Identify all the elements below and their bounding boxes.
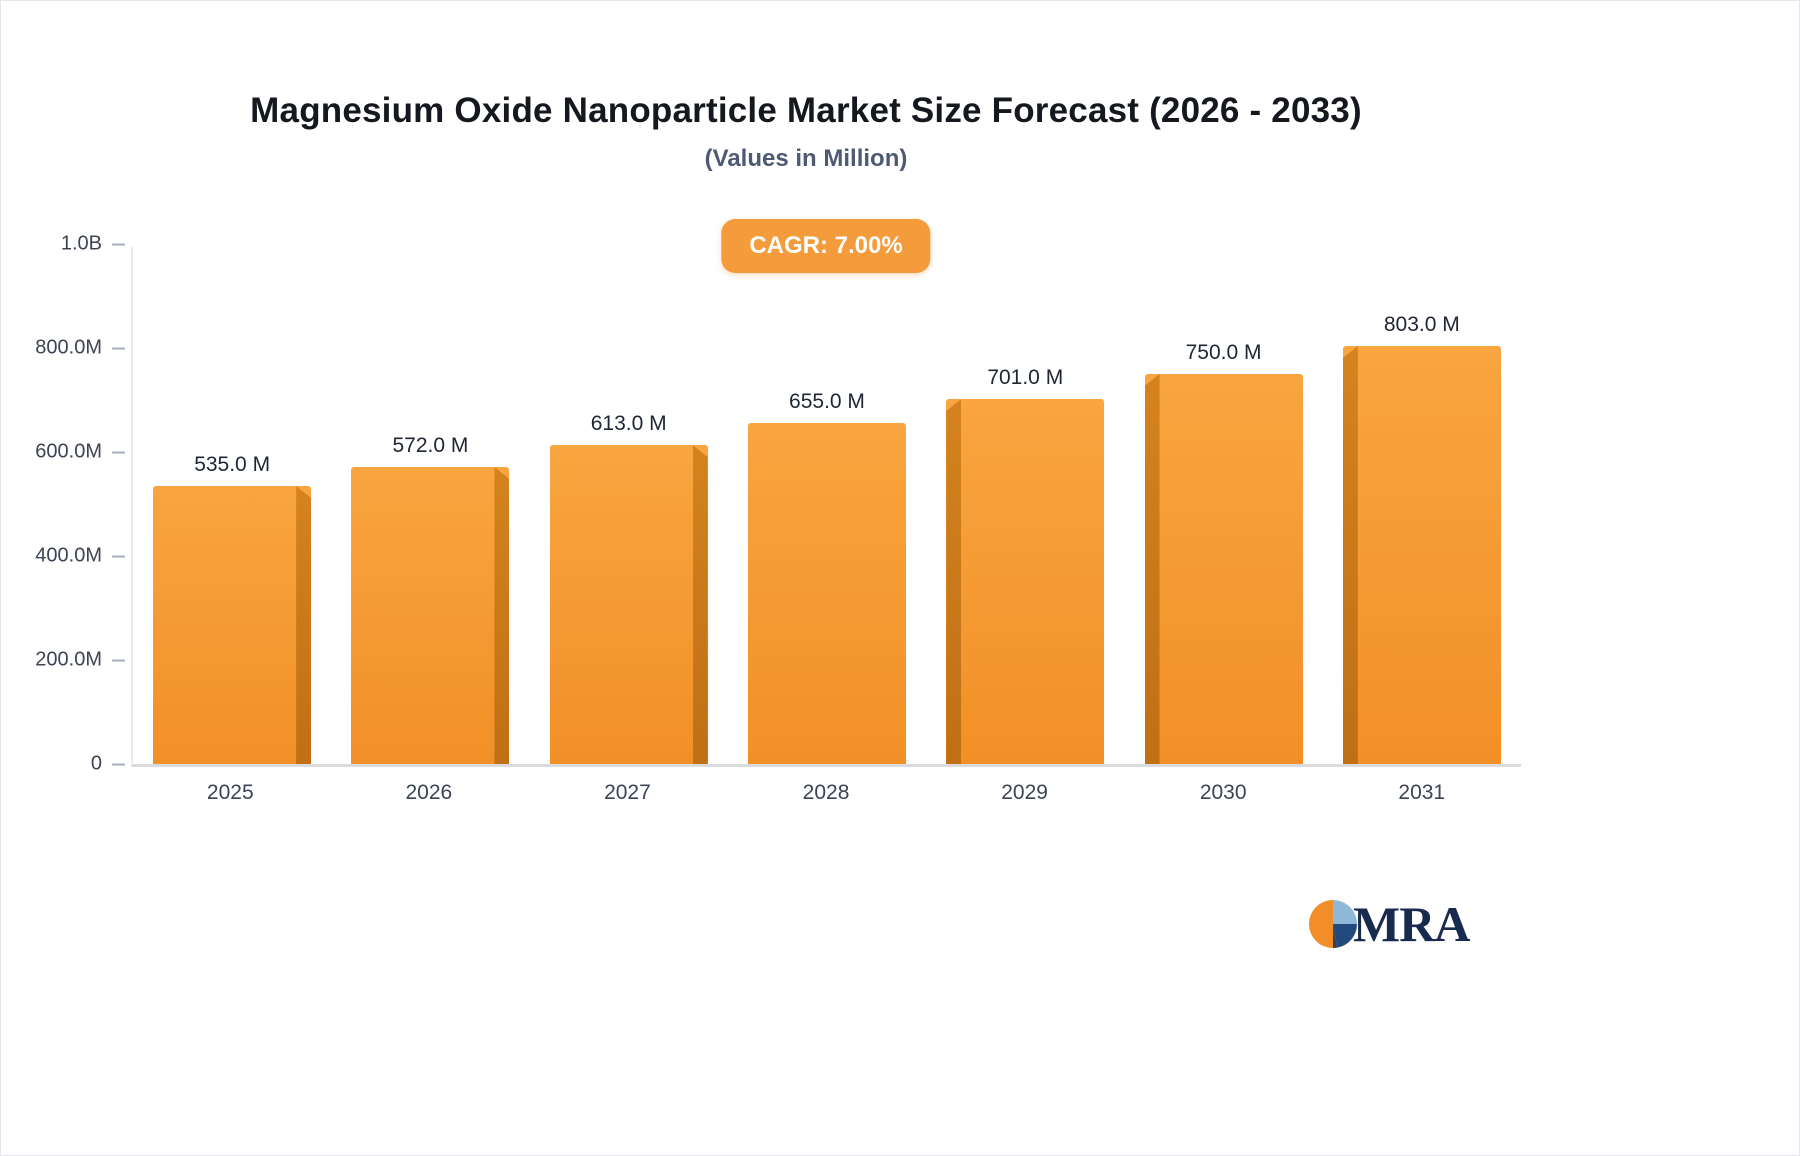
x-tick-label: 2027	[604, 781, 651, 804]
y-tick-label: 800.0M	[35, 336, 102, 359]
bar-2031[interactable]	[1342, 346, 1501, 764]
bar-2026[interactable]	[351, 467, 510, 764]
mra-logo-text: MRA	[1353, 896, 1470, 952]
chart-title: Magnesium Oxide Nanoparticle Market Size…	[250, 91, 1362, 130]
y-tick-mark	[112, 347, 125, 349]
bar-group: 803.0 M	[1323, 313, 1521, 764]
bar-group: 655.0 M	[728, 390, 926, 764]
y-tick-mark	[112, 555, 125, 557]
y-tick: 0	[91, 753, 125, 776]
x-tick-label: 2031	[1398, 781, 1446, 804]
y-tick-label: 1.0B	[60, 232, 102, 255]
bar-group: 613.0 M	[530, 412, 728, 764]
x-tick-label: 2026	[405, 781, 453, 804]
y-tick: 400.0M	[35, 545, 125, 568]
chart-header: Magnesium Oxide Nanoparticle Market Size…	[1, 91, 1611, 173]
bar-value-label: 613.0 M	[590, 412, 667, 435]
bar-2027[interactable]	[549, 445, 708, 764]
bar-value-label: 803.0 M	[1383, 313, 1460, 336]
bar-2029[interactable]	[946, 399, 1105, 764]
y-tick-label: 200.0M	[35, 648, 102, 671]
y-tick-label: 0	[90, 752, 102, 775]
bar-group: 750.0 M	[1124, 341, 1322, 764]
x-tick-label: 2025	[206, 781, 254, 804]
y-tick: 800.0M	[35, 337, 125, 360]
y-tick: 600.0M	[35, 441, 125, 464]
y-tick-mark	[112, 243, 125, 245]
x-tick-label: 2029	[1001, 781, 1048, 804]
bar-group: 572.0 M	[331, 434, 529, 764]
chart-subtitle: (Values in Million)	[704, 145, 908, 172]
bars-row: 535.0 M 572.0 M 613.0 M 655.0 M 701.0 M 750.0…	[133, 247, 1521, 764]
bar-2030[interactable]	[1144, 374, 1303, 764]
bar-2025[interactable]	[153, 486, 312, 764]
y-tick: 1.0B	[61, 233, 125, 256]
bar-value-label: 572.0 M	[392, 434, 469, 457]
y-tick-mark	[112, 763, 125, 765]
y-tick-mark	[112, 659, 125, 661]
y-axis: 0 200.0M 400.0M 600.0M 800.0M 1.0B	[1, 233, 131, 775]
mra-logo: MRA	[1309, 896, 1470, 952]
bar-group: 701.0 M	[926, 366, 1124, 764]
mra-logo-icon	[1309, 900, 1357, 948]
bar-value-label: 655.0 M	[789, 390, 865, 413]
x-tick-label: 2030	[1199, 781, 1247, 804]
bar-2028[interactable]	[747, 423, 906, 764]
x-tick-label: 2028	[802, 781, 850, 804]
chart-area: CAGR: 7.00% 0 200.0M 400.0M 600.0M 800.0M 1.0…	[1, 219, 1799, 805]
bar-value-label: 701.0 M	[987, 366, 1064, 389]
x-axis-labels: 2025 2026 2027 2028 2029 2030 2031	[131, 781, 1521, 805]
y-tick-label: 600.0M	[35, 440, 102, 463]
cagr-badge: CAGR: 7.00%	[721, 219, 931, 273]
bar-group: 535.0 M	[133, 453, 331, 764]
y-tick-mark	[112, 451, 125, 453]
bar-value-label: 750.0 M	[1185, 341, 1262, 364]
y-tick: 200.0M	[35, 649, 125, 672]
y-tick-label: 400.0M	[35, 544, 102, 567]
plot-area: 0 200.0M 400.0M 600.0M 800.0M 1.0B 535.0 M 572…	[35, 233, 1521, 775]
bar-value-label: 535.0 M	[194, 453, 271, 476]
